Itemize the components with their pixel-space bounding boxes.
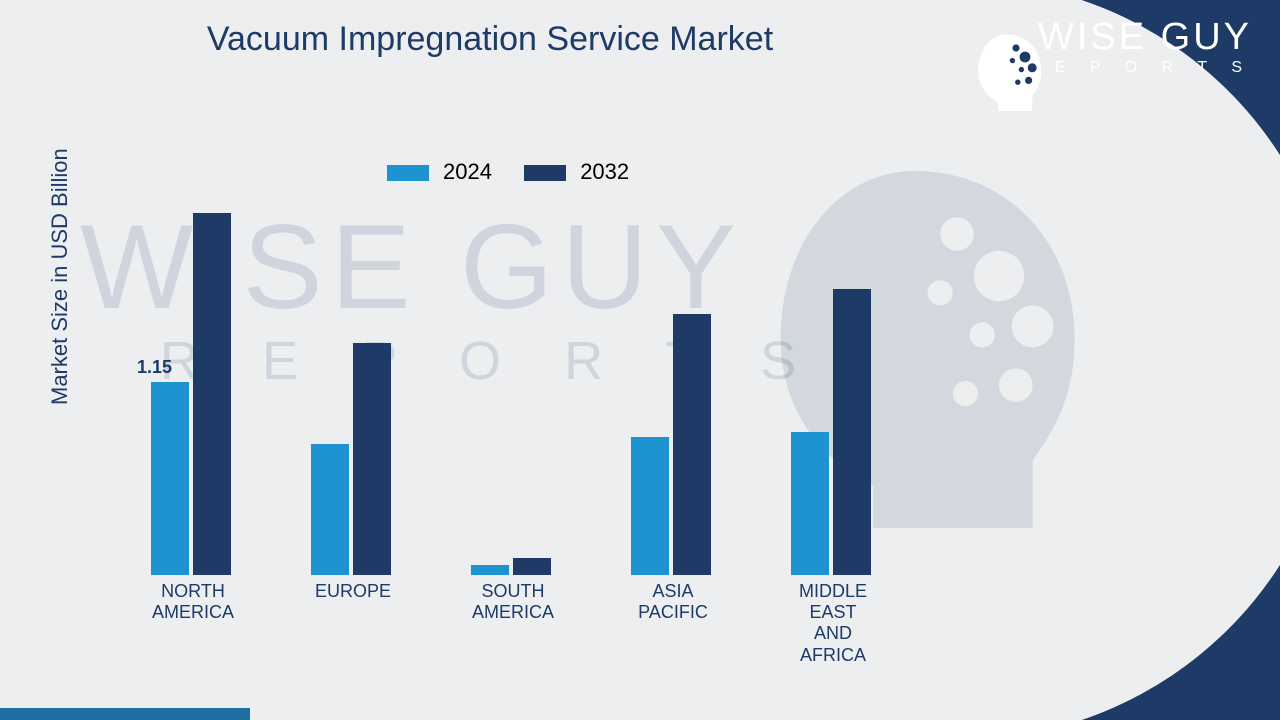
legend-swatch-a xyxy=(387,165,429,181)
chart-legend: 2024 2032 xyxy=(85,159,905,185)
legend-label-b: 2032 xyxy=(580,159,629,184)
bar-2024 xyxy=(791,432,829,575)
brand-name: WISE GUY xyxy=(1019,18,1252,58)
x-axis-label: MIDDLEEASTANDAFRICA xyxy=(753,575,913,666)
bar-2032 xyxy=(513,558,551,575)
x-axis-label: SOUTHAMERICA xyxy=(433,575,593,623)
legend-swatch-b xyxy=(524,165,566,181)
brand-subname: R E P O R T S xyxy=(1019,60,1252,77)
plot-area: 1.15NORTHAMERICAEUROPESOUTHAMERICAASIAPA… xyxy=(133,205,953,575)
bar-2024 xyxy=(631,437,669,575)
brand-head-icon xyxy=(962,30,1052,120)
bar-2024 xyxy=(311,444,349,575)
infographic-canvas: WISE GUY R E P O R T S WISE GUY R E P O … xyxy=(0,0,1280,720)
bar-2032 xyxy=(353,343,391,575)
x-axis-label: EUROPE xyxy=(273,575,433,602)
chart-title: Vacuum Impregnation Service Market xyxy=(60,20,920,59)
footer-accent-bar xyxy=(0,708,250,720)
x-axis-label: NORTHAMERICA xyxy=(113,575,273,623)
bar-2032 xyxy=(193,213,231,575)
brand-logo: WISE GUY R E P O R T S xyxy=(1019,18,1252,77)
bar-value-label: 1.15 xyxy=(137,357,172,378)
bar-2024 xyxy=(471,565,509,575)
y-axis-label: Market Size in USD Billion xyxy=(47,148,73,405)
legend-label-a: 2024 xyxy=(443,159,492,184)
bar-chart: Market Size in USD Billion 2024 2032 1.1… xyxy=(85,155,965,655)
bar-2032 xyxy=(673,314,711,575)
bar-2032 xyxy=(833,289,871,575)
bar-2024 xyxy=(151,382,189,575)
x-axis-label: ASIAPACIFIC xyxy=(593,575,753,623)
